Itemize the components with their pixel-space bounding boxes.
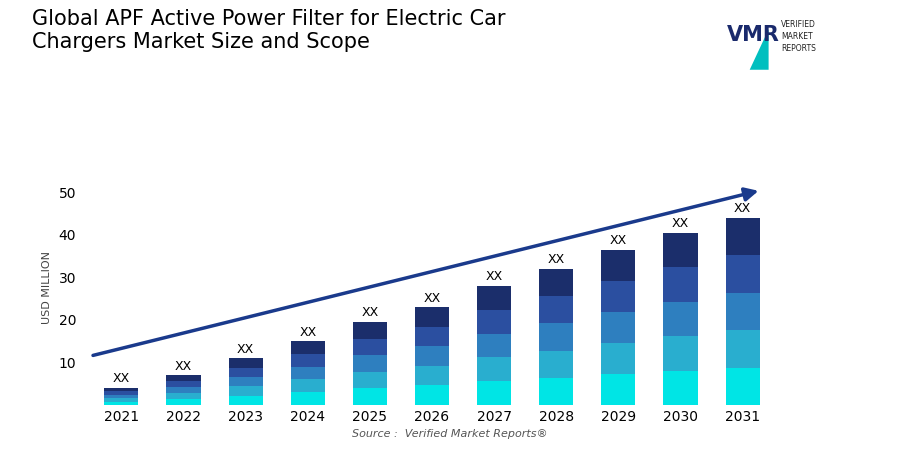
Bar [229, 396, 263, 405]
Bar [663, 302, 698, 336]
Text: Global APF Active Power Filter for Electric Car
Chargers Market Size and Scope: Global APF Active Power Filter for Elect… [32, 9, 505, 52]
Bar [539, 351, 573, 378]
Text: XX: XX [175, 360, 192, 373]
Bar [166, 393, 201, 399]
Bar [166, 399, 201, 405]
Bar [601, 281, 635, 312]
Bar [725, 330, 760, 368]
Bar [166, 387, 201, 393]
Text: XX: XX [609, 234, 627, 247]
Bar [291, 392, 325, 405]
Bar [229, 358, 263, 368]
Bar [477, 357, 511, 381]
Bar [663, 267, 698, 302]
Bar [353, 322, 387, 339]
Bar [601, 312, 635, 343]
Bar [415, 307, 449, 327]
Bar [725, 292, 760, 330]
Bar [104, 395, 139, 398]
Bar [539, 269, 573, 296]
Text: XX: XX [734, 202, 752, 215]
Text: XX: XX [485, 270, 503, 284]
Bar [725, 368, 760, 405]
Bar [539, 323, 573, 351]
Bar [166, 375, 201, 381]
Bar [415, 327, 449, 346]
Text: XX: XX [361, 306, 379, 320]
Bar [353, 355, 387, 372]
Bar [663, 233, 698, 267]
Bar [725, 255, 760, 292]
Bar [477, 310, 511, 333]
Text: XX: XX [299, 326, 317, 339]
Bar [601, 343, 635, 374]
Text: VMR: VMR [727, 25, 780, 45]
Bar [291, 379, 325, 392]
Bar [601, 374, 635, 405]
Bar [104, 392, 139, 395]
Bar [415, 346, 449, 366]
Bar [353, 339, 387, 355]
Bar [539, 378, 573, 405]
Bar [229, 368, 263, 377]
Bar [477, 286, 511, 310]
Text: XX: XX [237, 342, 255, 356]
Bar [663, 336, 698, 370]
Bar [353, 372, 387, 388]
Text: VERIFIED
MARKET
REPORTS: VERIFIED MARKET REPORTS [781, 20, 816, 53]
Bar [353, 388, 387, 405]
Polygon shape [750, 29, 769, 70]
Text: XX: XX [547, 253, 565, 266]
Bar [229, 386, 263, 396]
Bar [725, 218, 760, 255]
Bar [104, 398, 139, 401]
Text: Source :  Verified Market Reports®: Source : Verified Market Reports® [352, 429, 548, 439]
Bar [477, 333, 511, 357]
Bar [104, 401, 139, 405]
Text: XX: XX [423, 292, 441, 305]
Text: XX: XX [672, 217, 689, 230]
Bar [166, 381, 201, 387]
Bar [415, 386, 449, 405]
Text: XX: XX [112, 373, 130, 386]
Bar [415, 366, 449, 386]
Bar [229, 377, 263, 386]
Bar [291, 354, 325, 367]
Bar [477, 381, 511, 405]
Bar [539, 296, 573, 323]
Y-axis label: USD MILLION: USD MILLION [41, 252, 51, 324]
Bar [291, 367, 325, 379]
Bar [104, 388, 139, 392]
Bar [601, 250, 635, 281]
Bar [663, 370, 698, 405]
Bar [291, 341, 325, 354]
